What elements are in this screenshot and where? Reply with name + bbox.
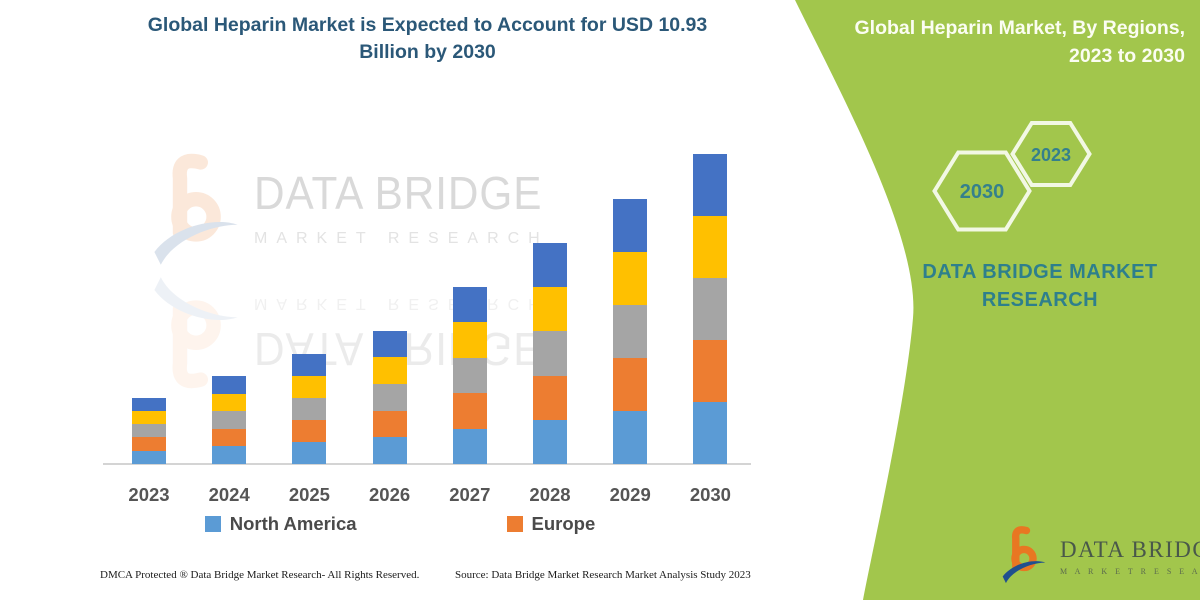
data-bridge-logo-icon-reflected: [154, 277, 238, 389]
bar-segment-2029--unlabeled-yellow-series-: [613, 252, 648, 305]
bar-segment-2023--unlabeled-yellow-series-: [132, 410, 166, 425]
bar-segment-2029--unlabeled-blue-series-: [613, 199, 648, 252]
side-panel-title-line1: Global Heparin Market, By Regions,: [854, 17, 1186, 39]
bar-2023: [132, 397, 166, 464]
bar-segment-2030--unlabeled-gray-series-: [693, 277, 728, 340]
data-bridge-logo-icon-small: [1002, 526, 1046, 584]
bar-segment-2024-north-america: [212, 446, 247, 464]
bar-segment-2025--unlabeled-gray-series-: [292, 397, 327, 420]
watermark-reflection: DATA BRIDGE MARKET RESEARCH: [148, 266, 549, 394]
bar-segment-2027--unlabeled-blue-series-: [452, 286, 487, 322]
bar-segment-2030--unlabeled-blue-series-: [693, 153, 728, 216]
hexagon-2030-label: 2030: [960, 181, 1005, 203]
side-panel-brand-line2: RESEARCH: [981, 289, 1099, 311]
bar-segment-2030--unlabeled-yellow-series-: [693, 215, 728, 278]
x-axis-label-2026: 2026: [369, 484, 411, 505]
bar-2027: [452, 286, 487, 464]
watermark: DATA BRIDGE MARKET RESEARCH DATA BRIDGE …: [148, 148, 549, 394]
corner-logo-sub: M A R K E T R E S E A R C H: [1060, 566, 1200, 576]
page-title-line2: Billion by 2030: [359, 41, 496, 64]
side-panel-title: Global Heparin Market, By Regions, 2023 …: [810, 14, 1186, 71]
corner-logo-brand: DATA BRIDGE: [1060, 536, 1200, 562]
bar-segment-2024--unlabeled-gray-series-: [212, 411, 247, 429]
legend-label: North America: [229, 513, 357, 534]
watermark-group: DATA BRIDGE MARKET RESEARCH: [148, 148, 541, 276]
legend-swatch: [506, 516, 523, 532]
watermark-brand-text: DATA BRIDGE: [254, 167, 543, 219]
bar-segment-2024-europe: [212, 428, 247, 447]
corner-logo: DATA BRIDGE M A R K E T R E S E A R C H: [998, 524, 1200, 588]
x-axis-label-2024: 2024: [208, 484, 250, 505]
bar-2024: [212, 376, 247, 464]
bar-segment-2024--unlabeled-blue-series-: [212, 376, 247, 394]
x-axis-label-2025: 2025: [288, 484, 330, 505]
watermark-sub-text: MARKET RESEARCH: [254, 230, 549, 247]
side-panel-brand-line1: DATA BRIDGE MARKET: [922, 261, 1158, 283]
bar-2030: [693, 153, 728, 464]
x-axis-line: [103, 463, 751, 465]
bar-segment-2029--unlabeled-gray-series-: [613, 305, 648, 358]
legend-label: Europe: [531, 513, 596, 534]
bar-segment-2025--unlabeled-blue-series-: [292, 353, 327, 376]
bar-segment-2025-north-america: [292, 441, 327, 464]
bar-segment-2027--unlabeled-yellow-series-: [452, 322, 487, 358]
bar-segment-2028-north-america: [533, 419, 567, 464]
bar-segment-2023-europe: [132, 437, 166, 451]
bar-segment-2026-north-america: [372, 437, 407, 464]
bar-segment-2029-europe: [613, 358, 648, 411]
bar-segment-2023--unlabeled-blue-series-: [132, 397, 166, 411]
bar-segment-2026-europe: [372, 410, 407, 438]
bar-segment-2027-europe: [452, 393, 487, 429]
bar-segment-2025--unlabeled-yellow-series-: [292, 375, 327, 398]
bar-segment-2025-europe: [292, 419, 327, 442]
x-axis-label-2023: 2023: [128, 484, 170, 505]
bar-segment-2028--unlabeled-yellow-series-: [533, 287, 567, 332]
data-bridge-logo-icon: [154, 153, 238, 265]
x-axis-label-2028: 2028: [529, 484, 571, 505]
bar-segment-2027-north-america: [452, 428, 487, 464]
hexagon-2030-shape: [932, 150, 1032, 232]
bar-segment-2026--unlabeled-gray-series-: [372, 383, 407, 411]
year-hexagons: 2030 2023: [932, 121, 1092, 232]
hexagon-2023-shape: [1010, 121, 1092, 187]
bar-segment-2026--unlabeled-blue-series-: [372, 330, 407, 358]
x-axis-label-2029: 2029: [609, 484, 651, 505]
dmca-disclaimer: DMCA Protected ® Data Bridge Market Rese…: [100, 569, 420, 581]
bar-segment-2024--unlabeled-yellow-series-: [212, 393, 247, 412]
bar-segment-2023--unlabeled-gray-series-: [132, 424, 166, 438]
bar-segment-2030-europe: [693, 339, 728, 402]
bar-segment-2027--unlabeled-gray-series-: [452, 357, 487, 393]
bar-2026: [372, 330, 407, 464]
legend-item-europe: Europe: [506, 513, 596, 535]
bar-segment-2023-north-america: [132, 450, 166, 464]
bar-2025: [292, 353, 327, 464]
legend-item-north-america: North America: [204, 513, 357, 535]
source-note: Source: Data Bridge Market Research Mark…: [455, 569, 751, 581]
page-title-line1: Global Heparin Market is Expected to Acc…: [147, 14, 708, 36]
bar-segment-2026--unlabeled-yellow-series-: [372, 357, 407, 384]
side-panel-brand: DATA BRIDGE MARKET RESEARCH: [895, 258, 1185, 314]
bar-segment-2029-north-america: [613, 411, 648, 464]
side-panel-title-line2: 2023 to 2030: [1068, 45, 1185, 68]
legend-swatch: [204, 516, 221, 532]
bar-2029: [613, 199, 648, 464]
x-axis-label-2030: 2030: [689, 484, 731, 505]
bar-segment-2028-europe: [533, 375, 567, 420]
bar-segment-2030-north-america: [693, 401, 728, 464]
bar-2028: [533, 243, 567, 464]
hexagon-2023-label: 2023: [1031, 145, 1071, 165]
bar-segment-2028--unlabeled-gray-series-: [533, 331, 567, 376]
x-axis-label-2027: 2027: [449, 484, 491, 505]
page-title: Global Heparin Market is Expected to Acc…: [95, 12, 760, 67]
chart-legend: North America Europe: [60, 513, 740, 535]
bar-segment-2028--unlabeled-blue-series-: [533, 243, 567, 288]
